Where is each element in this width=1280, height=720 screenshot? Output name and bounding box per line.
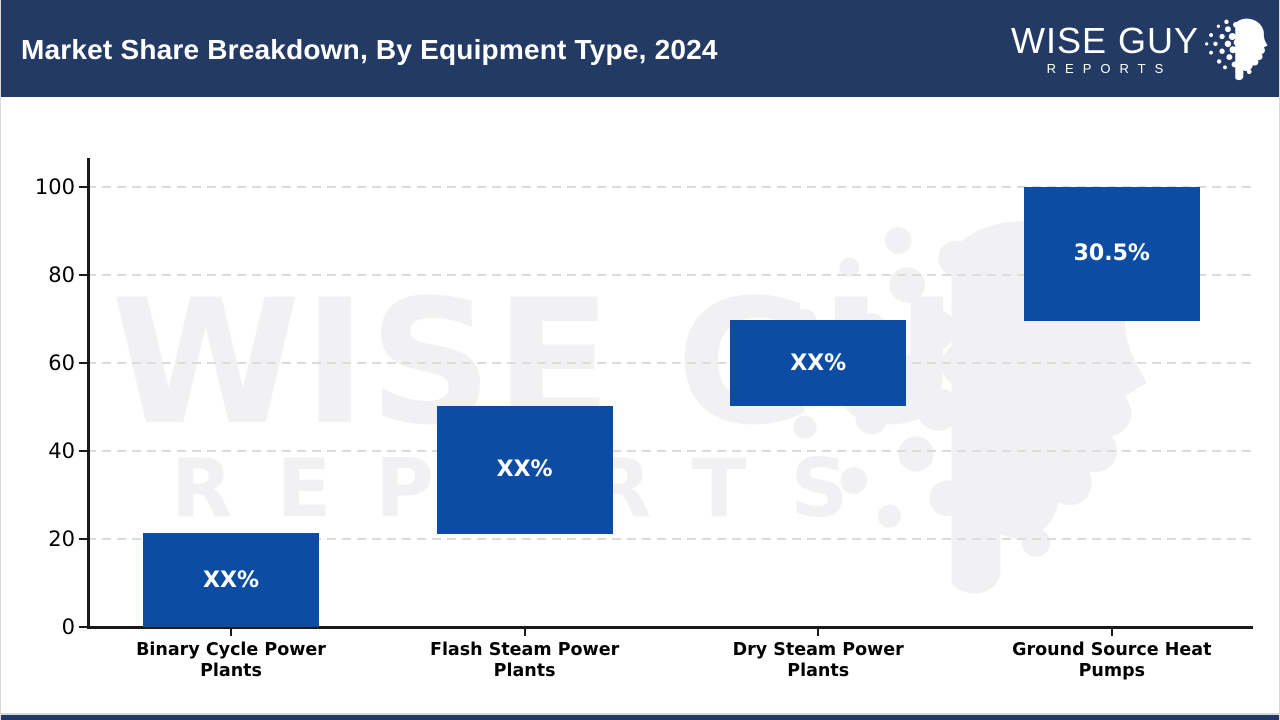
bar-value-label: XX% xyxy=(496,457,553,483)
bar-3: XX% xyxy=(730,320,907,406)
page-title: Market Share Breakdown, By Equipment Typ… xyxy=(21,34,718,65)
brand-logo: WISE GUY REPORTS xyxy=(1011,6,1269,92)
y-axis-tick xyxy=(79,449,87,452)
gridline-y-100 xyxy=(87,185,1253,188)
footer-bar xyxy=(1,715,1279,720)
gridline-y-80 xyxy=(87,273,1253,276)
brand-subtitle: REPORTS xyxy=(1046,60,1173,76)
bar-value-label: 30.5% xyxy=(1073,241,1150,267)
x-axis-tick xyxy=(1110,628,1113,636)
brand-logo-text: WISE GUY REPORTS xyxy=(1010,19,1199,76)
bar-value-label: XX% xyxy=(790,350,847,376)
x-axis-tick xyxy=(523,628,526,636)
y-axis-line xyxy=(87,158,90,629)
brand-name: WISE GUY xyxy=(1010,19,1199,61)
category-label: Binary Cycle Power Plants xyxy=(136,640,326,681)
y-axis-tick xyxy=(79,626,87,628)
bar-2: XX% xyxy=(436,406,613,534)
brand-face-icon xyxy=(1205,18,1268,81)
category-label: Dry Steam Power Plants xyxy=(732,640,904,681)
bottom-frame-rule xyxy=(1,713,1279,715)
y-axis-tick xyxy=(79,273,87,276)
bar-1: XX% xyxy=(143,533,319,627)
y-axis-tick-label: 100 xyxy=(34,174,75,199)
y-axis-tick-label: 20 xyxy=(48,526,75,551)
y-axis-tick-label: 0 xyxy=(61,615,75,639)
x-axis-tick xyxy=(230,628,232,636)
x-axis-tick xyxy=(817,628,820,636)
gridline-y-40 xyxy=(87,449,1253,452)
category-label: Flash Steam Power Plants xyxy=(429,640,620,681)
gridline-y-60 xyxy=(87,361,1253,364)
y-axis-tick-label: 40 xyxy=(48,438,75,463)
y-axis-tick-label: 80 xyxy=(48,262,75,287)
gridline-y-20 xyxy=(87,537,1253,540)
y-axis-tick xyxy=(79,361,87,364)
category-label: Ground Source Heat Pumps xyxy=(1012,640,1212,681)
bar-4: 30.5% xyxy=(1023,186,1200,321)
x-axis-line xyxy=(87,626,1253,629)
y-axis-tick xyxy=(79,185,87,188)
y-axis-tick-label: 60 xyxy=(48,350,75,375)
bar-value-label: XX% xyxy=(203,567,259,593)
y-axis-tick xyxy=(79,537,87,540)
header-bar: Market Share Breakdown, By Equipment Typ… xyxy=(1,0,1279,97)
